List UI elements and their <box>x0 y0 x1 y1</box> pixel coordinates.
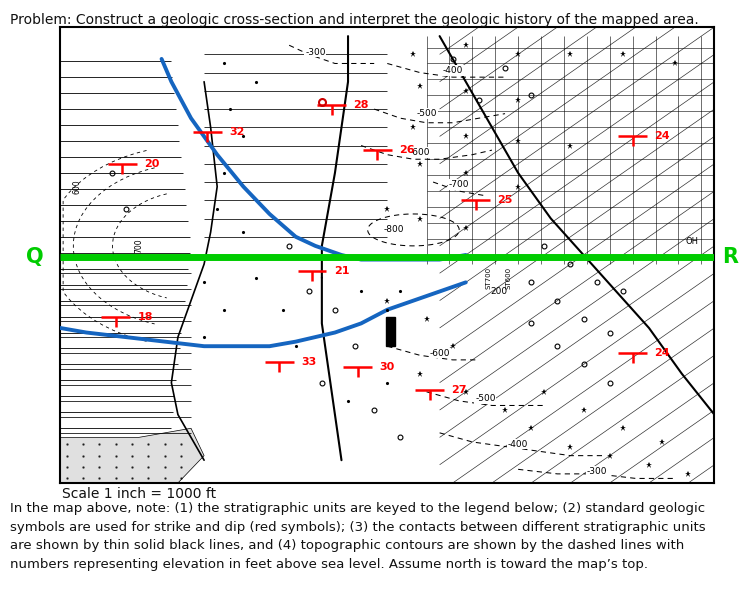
Text: Scale 1 inch = 1000 ft: Scale 1 inch = 1000 ft <box>62 487 216 501</box>
Text: 28: 28 <box>353 100 368 110</box>
Polygon shape <box>204 36 387 246</box>
Text: -800: -800 <box>384 226 404 235</box>
Text: 32: 32 <box>229 127 244 137</box>
Text: 27: 27 <box>451 385 467 395</box>
Text: Q: Q <box>26 247 44 267</box>
Text: 25: 25 <box>497 195 513 205</box>
Text: 26: 26 <box>399 145 414 155</box>
Text: 20: 20 <box>144 159 159 169</box>
Text: -600: -600 <box>410 148 430 157</box>
Text: In the map above, note: (1) the stratigraphic units are keyed to the legend belo: In the map above, note: (1) the stratigr… <box>10 502 705 571</box>
Text: 18: 18 <box>138 311 153 322</box>
Text: Problem: Construct a geologic cross-section and interpret the geologic history o: Problem: Construct a geologic cross-sect… <box>10 13 699 27</box>
Text: 24: 24 <box>654 131 670 142</box>
Text: -700: -700 <box>449 180 469 189</box>
Polygon shape <box>60 36 217 437</box>
Text: 21: 21 <box>334 266 349 276</box>
Text: 24: 24 <box>654 348 670 358</box>
Polygon shape <box>440 246 714 483</box>
Text: -400: -400 <box>442 66 463 75</box>
Text: 30: 30 <box>380 362 395 372</box>
Text: 33: 33 <box>301 357 316 367</box>
Text: OH: OH <box>685 237 698 246</box>
Text: -500: -500 <box>417 109 437 118</box>
Text: 200: 200 <box>490 287 507 296</box>
Bar <box>386 317 395 346</box>
Text: -600: -600 <box>429 349 450 358</box>
Text: -400: -400 <box>508 440 529 449</box>
Text: R: R <box>722 247 738 267</box>
Text: -300: -300 <box>587 467 607 476</box>
Polygon shape <box>426 36 714 264</box>
Text: 700: 700 <box>134 239 143 253</box>
Text: ST600: ST600 <box>505 267 511 289</box>
Text: ST700: ST700 <box>486 267 492 289</box>
Text: -300: -300 <box>305 47 326 56</box>
Text: -500: -500 <box>475 394 496 403</box>
Polygon shape <box>60 428 204 483</box>
Text: 600: 600 <box>72 179 81 194</box>
